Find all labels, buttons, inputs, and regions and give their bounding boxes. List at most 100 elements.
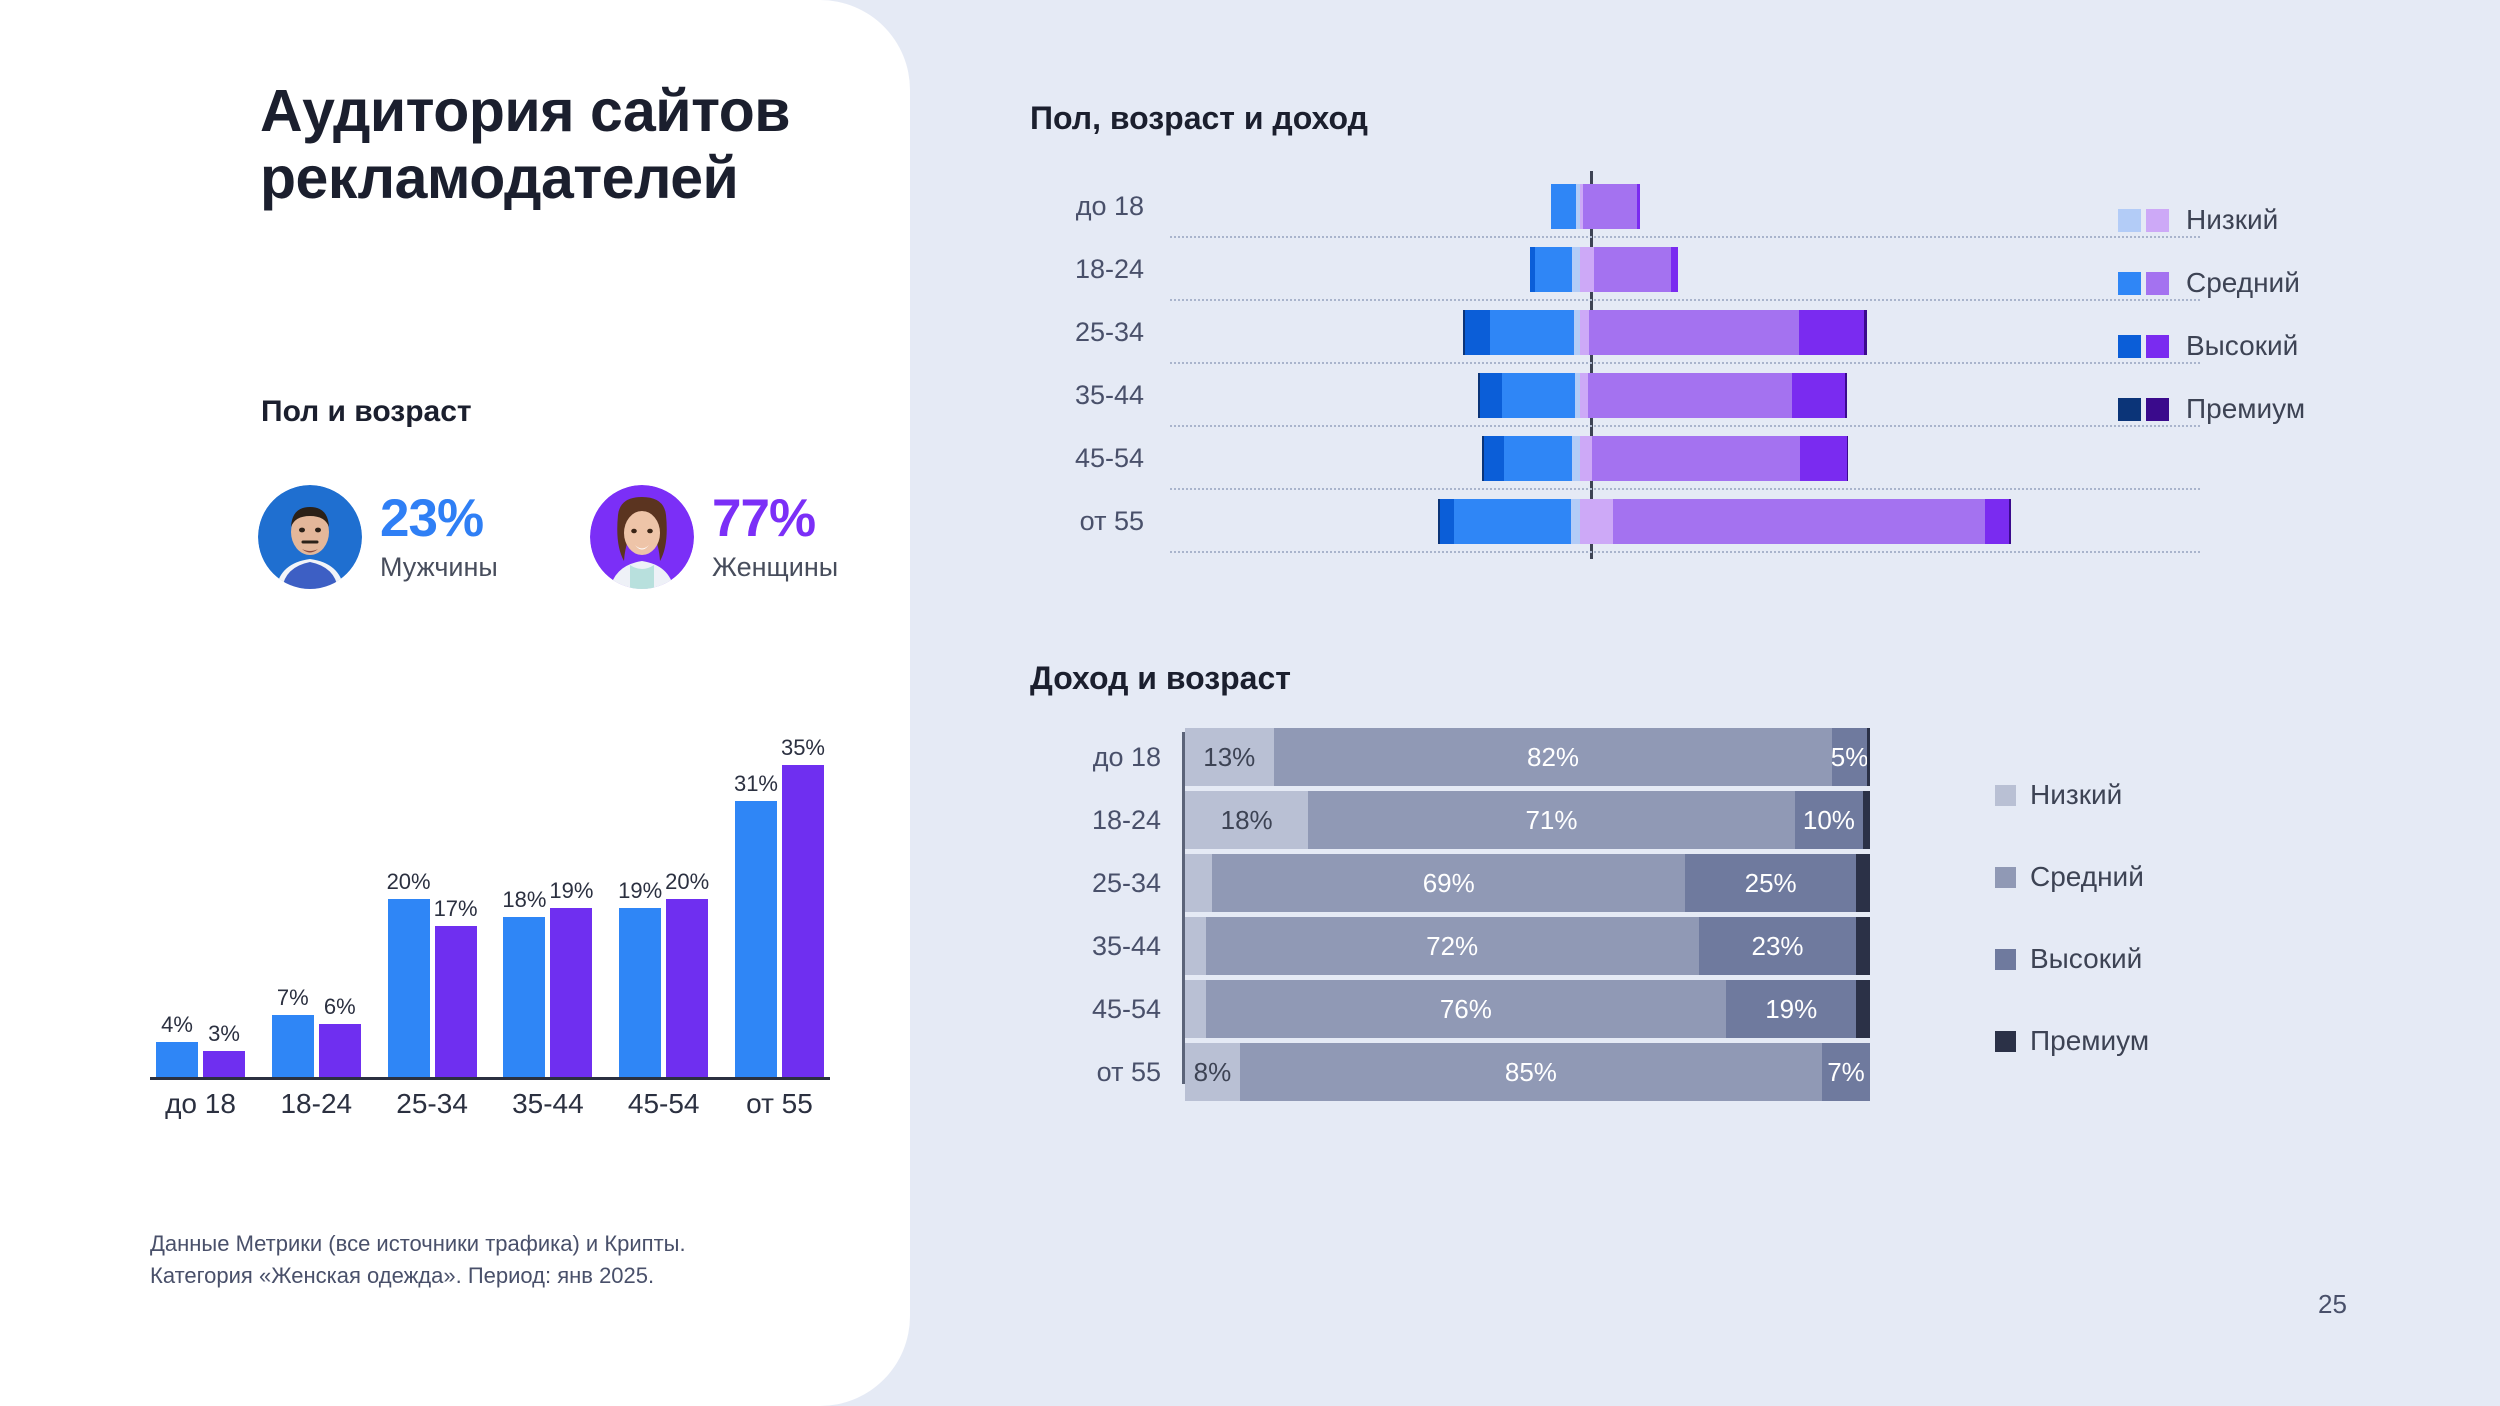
age-tick-label: 45-54 <box>627 1088 700 1119</box>
income-age-stacked-chart: до 18 13% 82% 5% 18-24 18% 71% 10% 25-34 69% 25% 35… <box>1030 728 2030 1101</box>
income-row: 18-24 18% 71% 10% <box>1030 791 2030 849</box>
income-segment-low <box>1185 980 1206 1038</box>
income-legend-item[interactable]: Низкий <box>1995 770 2149 820</box>
legend-label: Премиум <box>2030 1025 2150 1056</box>
legend-swatch-icon <box>1995 784 2016 806</box>
income-row-track: 69% 25% <box>1185 854 1870 912</box>
bar-wrap: 3% <box>203 738 245 1078</box>
age-tick-label: 35-44 <box>512 1088 584 1119</box>
pyramid-segment-male-low <box>1574 373 1580 418</box>
pyramid-segment-male-medium <box>1535 247 1573 292</box>
pyramid-segment-male-medium <box>1453 499 1572 544</box>
income-legend-item[interactable]: Средний <box>1995 852 2149 902</box>
pyramid-legend-item[interactable]: Высокий <box>2118 321 2305 371</box>
legend-label: Высокий <box>2186 330 2299 361</box>
bar-value-label: 4% <box>161 1012 193 1038</box>
income-segment-premium <box>1856 917 1870 975</box>
pyramid-legend-item[interactable]: Премиум <box>2118 384 2305 434</box>
bar-value-label: 35% <box>780 734 826 760</box>
legend-swatch-icon <box>1995 866 2016 888</box>
pyramid-segment-female-premium <box>1863 310 1867 355</box>
pyramid-segment-female-high <box>1671 247 1679 292</box>
income-segment-high: 7% <box>1822 1043 1870 1101</box>
bar-male <box>387 899 430 1078</box>
pyramid-segment-female-high <box>1984 499 2010 544</box>
age-bars-container: 4% 3% 7% 6% 20% 17% 18% 19% 19% 20% 31% 35% <box>150 734 830 1078</box>
pyramid-segment-male-premium <box>1463 310 1466 355</box>
income-row: от 55 8% 85% 7% <box>1030 1043 2030 1101</box>
bar-wrap: 20% <box>665 738 709 1078</box>
pyramid-row-label: до 18 <box>1075 191 1144 221</box>
bar-wrap: 4% <box>156 738 198 1078</box>
bar-female <box>203 1051 245 1078</box>
pyramid-legend-item[interactable]: Средний <box>2118 258 2305 308</box>
income-segment-medium: 72% <box>1205 917 1699 975</box>
left-panel <box>0 0 910 1406</box>
income-segment-low: 13% <box>1185 728 1274 786</box>
age-group: 19% 20% <box>618 738 709 1078</box>
pyramid-row: 35-44 <box>1030 364 2200 427</box>
legend-swatch-male-icon <box>2118 397 2141 421</box>
bar-value-label: 6% <box>323 994 356 1020</box>
female-label: Женщины <box>712 551 839 582</box>
income-row-label: 45-54 <box>1091 993 1161 1024</box>
pyramid-heading: Пол, возраст и доход <box>1030 100 1368 136</box>
age-tick-label: 25-34 <box>396 1088 468 1119</box>
pyramid-segment-female-low <box>1580 310 1590 355</box>
income-legend-item[interactable]: Премиум <box>1995 1016 2149 1066</box>
income-segment-medium: 69% <box>1212 854 1686 912</box>
pyramid-row: до 18 <box>1030 175 2200 238</box>
income-segment-medium: 71% <box>1308 791 1795 849</box>
pyramid-female-bars <box>1580 436 1849 481</box>
pyramid-segment-female-medium <box>1589 310 1799 355</box>
female-stat-block: 77% Женщины <box>590 485 838 589</box>
pyramid-segment-female-premium <box>1846 436 1849 481</box>
legend-label: Низкий <box>2186 204 2279 235</box>
income-segment-premium <box>1863 791 1870 849</box>
pyramid-segment-male-low <box>1572 247 1580 292</box>
income-segment-low: 8% <box>1185 1043 1240 1101</box>
age-group: 7% 6% <box>271 738 361 1078</box>
bar-wrap: 19% <box>618 738 662 1078</box>
pyramid-segment-female-medium <box>1593 247 1672 292</box>
income-row-label: 18-24 <box>1091 804 1161 835</box>
income-legend-item[interactable]: Высокий <box>1995 934 2149 984</box>
pyramid-segment-male-medium <box>1501 373 1575 418</box>
legend-swatch-icon <box>1995 1030 2016 1052</box>
bar-wrap: 7% <box>271 738 314 1078</box>
income-segment-premium <box>1856 854 1870 912</box>
page-title: Аудитория сайтов рекламодателей <box>260 78 791 211</box>
income-segment-low <box>1185 917 1206 975</box>
income-segment-high: 10% <box>1794 791 1864 849</box>
pyramid-segment-female-medium <box>1583 184 1638 229</box>
age-group: 18% 19% <box>502 738 593 1078</box>
pyramid-segment-male-low <box>1573 310 1580 355</box>
age-tick-label: до 18 <box>165 1088 236 1119</box>
income-segment-medium: 76% <box>1205 980 1727 1038</box>
bar-wrap: 35% <box>780 734 826 1078</box>
income-row: 25-34 69% 25% <box>1030 854 2030 912</box>
pyramid-male-bars <box>1530 247 1580 292</box>
income-segment-premium <box>1866 728 1870 786</box>
pyramid-legend-item[interactable]: Низкий <box>2118 195 2305 245</box>
pyramid-row-label: от 55 <box>1079 506 1144 536</box>
bar-male <box>734 800 777 1078</box>
pyramid-segment-male-premium <box>1477 373 1481 418</box>
income-segment-high: 23% <box>1698 917 1857 975</box>
pyramid-segment-male-high <box>1530 247 1536 292</box>
income-heading: Доход и возраст <box>1030 660 1291 696</box>
legend-label: Высокий <box>2030 943 2143 974</box>
pyramid-row: 25-34 <box>1030 301 2200 364</box>
legend-swatch-male-icon <box>2118 334 2141 358</box>
bar-value-label: 20% <box>386 869 431 895</box>
pyramid-row-track <box>1160 490 2100 553</box>
pyramid-segment-female-premium <box>1845 373 1848 418</box>
legend-swatch-female-icon <box>2146 208 2169 232</box>
pyramid-row-label: 45-54 <box>1074 443 1144 473</box>
pyramid-row: 18-24 <box>1030 238 2200 301</box>
male-label: Мужчины <box>380 551 498 582</box>
income-axis-line <box>1182 732 1185 1084</box>
male-percent: 23% <box>380 488 484 548</box>
pyramid-segment-male-medium <box>1490 310 1574 355</box>
bar-male <box>619 908 662 1078</box>
